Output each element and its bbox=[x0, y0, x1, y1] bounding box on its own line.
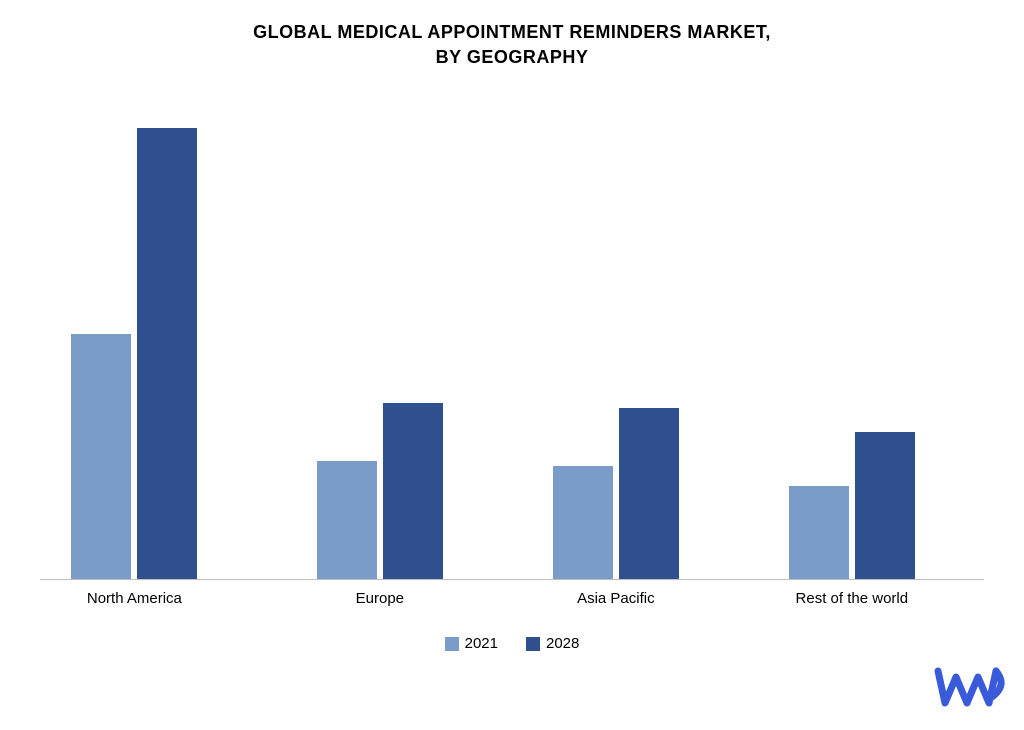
x-axis-label: Rest of the world bbox=[796, 590, 909, 607]
bar-group bbox=[789, 432, 915, 579]
brand-logo bbox=[934, 667, 1006, 718]
x-axis-label: Europe bbox=[356, 590, 404, 607]
legend: 2021 2028 bbox=[0, 635, 1024, 652]
legend-label: 2028 bbox=[546, 635, 579, 652]
plot bbox=[40, 90, 984, 580]
legend-item: 2021 bbox=[445, 635, 498, 652]
title-line-1: GLOBAL MEDICAL APPOINTMENT REMINDERS MAR… bbox=[0, 20, 1024, 45]
bar bbox=[71, 334, 131, 579]
bar bbox=[619, 408, 679, 580]
bar-group bbox=[71, 128, 197, 579]
x-axis-label: North America bbox=[87, 590, 182, 607]
bar bbox=[317, 461, 377, 579]
chart-plot-area bbox=[40, 90, 984, 580]
x-axis-labels: North America Europe Asia Pacific Rest of t… bbox=[40, 590, 984, 620]
bar bbox=[383, 403, 443, 579]
chart-title: GLOBAL MEDICAL APPOINTMENT REMINDERS MAR… bbox=[0, 0, 1024, 70]
legend-swatch bbox=[526, 637, 540, 651]
x-axis-label: Asia Pacific bbox=[577, 590, 655, 607]
bar bbox=[789, 486, 849, 579]
legend-label: 2021 bbox=[465, 635, 498, 652]
bar bbox=[855, 432, 915, 579]
title-line-2: BY GEOGRAPHY bbox=[0, 45, 1024, 70]
legend-item: 2028 bbox=[526, 635, 579, 652]
bar-group bbox=[317, 403, 443, 579]
bar bbox=[553, 466, 613, 579]
bar-group bbox=[553, 408, 679, 580]
bar bbox=[137, 128, 197, 579]
legend-swatch bbox=[445, 637, 459, 651]
